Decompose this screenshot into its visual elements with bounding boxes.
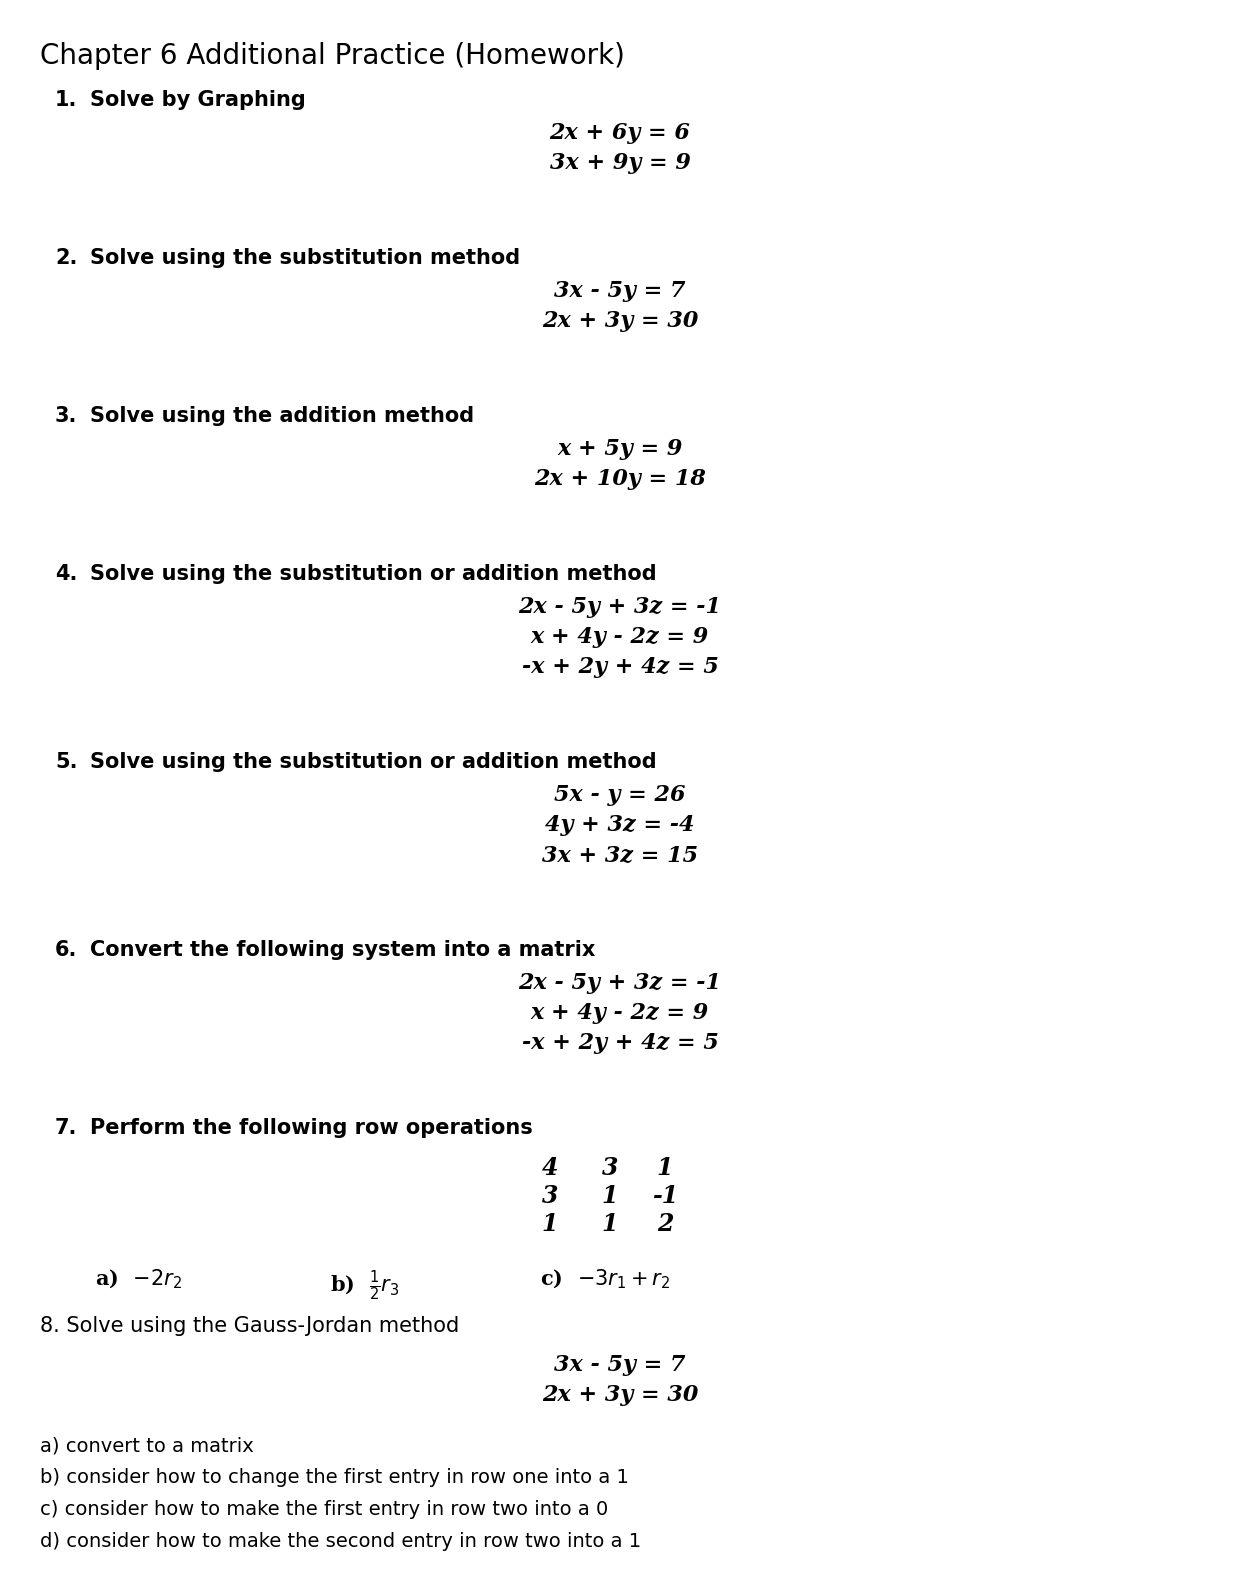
Text: a)  $\mathit{-2r_2}$: a) $\mathit{-2r_2}$ (96, 1269, 182, 1291)
Text: Perform the following row operations: Perform the following row operations (91, 1118, 532, 1138)
Text: Solve using the substitution method: Solve using the substitution method (91, 248, 520, 268)
Text: 3: 3 (542, 1184, 558, 1207)
Text: 2x + 3y = 30: 2x + 3y = 30 (542, 309, 699, 331)
Text: -x + 2y + 4z = 5: -x + 2y + 4z = 5 (521, 1031, 719, 1053)
Text: 2x - 5y + 3z = -1: 2x - 5y + 3z = -1 (519, 972, 721, 994)
Text: Solve using the substitution or addition method: Solve using the substitution or addition… (91, 564, 656, 584)
Text: 2x + 10y = 18: 2x + 10y = 18 (534, 468, 706, 490)
Text: -x + 2y + 4z = 5: -x + 2y + 4z = 5 (521, 656, 719, 678)
Text: d) consider how to make the second entry in row two into a 1: d) consider how to make the second entry… (40, 1532, 642, 1551)
Text: 2x + 3y = 30: 2x + 3y = 30 (542, 1385, 699, 1407)
Text: 4y + 3z = -4: 4y + 3z = -4 (545, 813, 695, 835)
Text: Convert the following system into a matrix: Convert the following system into a matr… (91, 940, 596, 959)
Text: -1: -1 (652, 1184, 678, 1207)
Text: 2: 2 (656, 1212, 674, 1236)
Text: 1: 1 (542, 1212, 558, 1236)
Text: Solve using the addition method: Solve using the addition method (91, 407, 474, 425)
Text: b) consider how to change the first entry in row one into a 1: b) consider how to change the first entr… (40, 1468, 629, 1487)
Text: Solve by Graphing: Solve by Graphing (91, 89, 305, 110)
Text: b)  $\mathit{\frac{1}{2}r_3}$: b) $\mathit{\frac{1}{2}r_3}$ (330, 1269, 400, 1303)
Text: 3: 3 (602, 1156, 618, 1181)
Text: 3x - 5y = 7: 3x - 5y = 7 (555, 1353, 686, 1375)
Text: 2x + 6y = 6: 2x + 6y = 6 (550, 122, 690, 144)
Text: 5.: 5. (55, 752, 77, 772)
Text: 4: 4 (542, 1156, 558, 1181)
Text: 7.: 7. (55, 1118, 77, 1138)
Text: 5x - y = 26: 5x - y = 26 (555, 783, 686, 805)
Text: 3.: 3. (55, 407, 77, 425)
Text: 6.: 6. (55, 940, 77, 959)
Text: 3x - 5y = 7: 3x - 5y = 7 (555, 279, 686, 301)
Text: 1: 1 (602, 1212, 618, 1236)
Text: 1: 1 (656, 1156, 674, 1181)
Text: x + 5y = 9: x + 5y = 9 (557, 438, 683, 460)
Text: x + 4y - 2z = 9: x + 4y - 2z = 9 (531, 626, 709, 648)
Text: x + 4y - 2z = 9: x + 4y - 2z = 9 (531, 1002, 709, 1024)
Text: c) consider how to make the first entry in row two into a 0: c) consider how to make the first entry … (40, 1499, 608, 1520)
Text: 3x + 3z = 15: 3x + 3z = 15 (542, 845, 697, 867)
Text: 4.: 4. (55, 564, 77, 584)
Text: Solve using the substitution or addition method: Solve using the substitution or addition… (91, 752, 656, 772)
Text: 2x - 5y + 3z = -1: 2x - 5y + 3z = -1 (519, 597, 721, 619)
Text: 3x + 9y = 9: 3x + 9y = 9 (550, 152, 690, 174)
Text: Chapter 6 Additional Practice (Homework): Chapter 6 Additional Practice (Homework) (40, 42, 625, 71)
Text: a) convert to a matrix: a) convert to a matrix (40, 1437, 253, 1455)
Text: 1.: 1. (55, 89, 77, 110)
Text: c)  $\mathit{-3r_1 + r_2}$: c) $\mathit{-3r_1 + r_2}$ (540, 1269, 670, 1291)
Text: 1: 1 (602, 1184, 618, 1207)
Text: 2.: 2. (55, 248, 77, 268)
Text: 8. Solve using the Gauss-Jordan method: 8. Solve using the Gauss-Jordan method (40, 1316, 459, 1336)
